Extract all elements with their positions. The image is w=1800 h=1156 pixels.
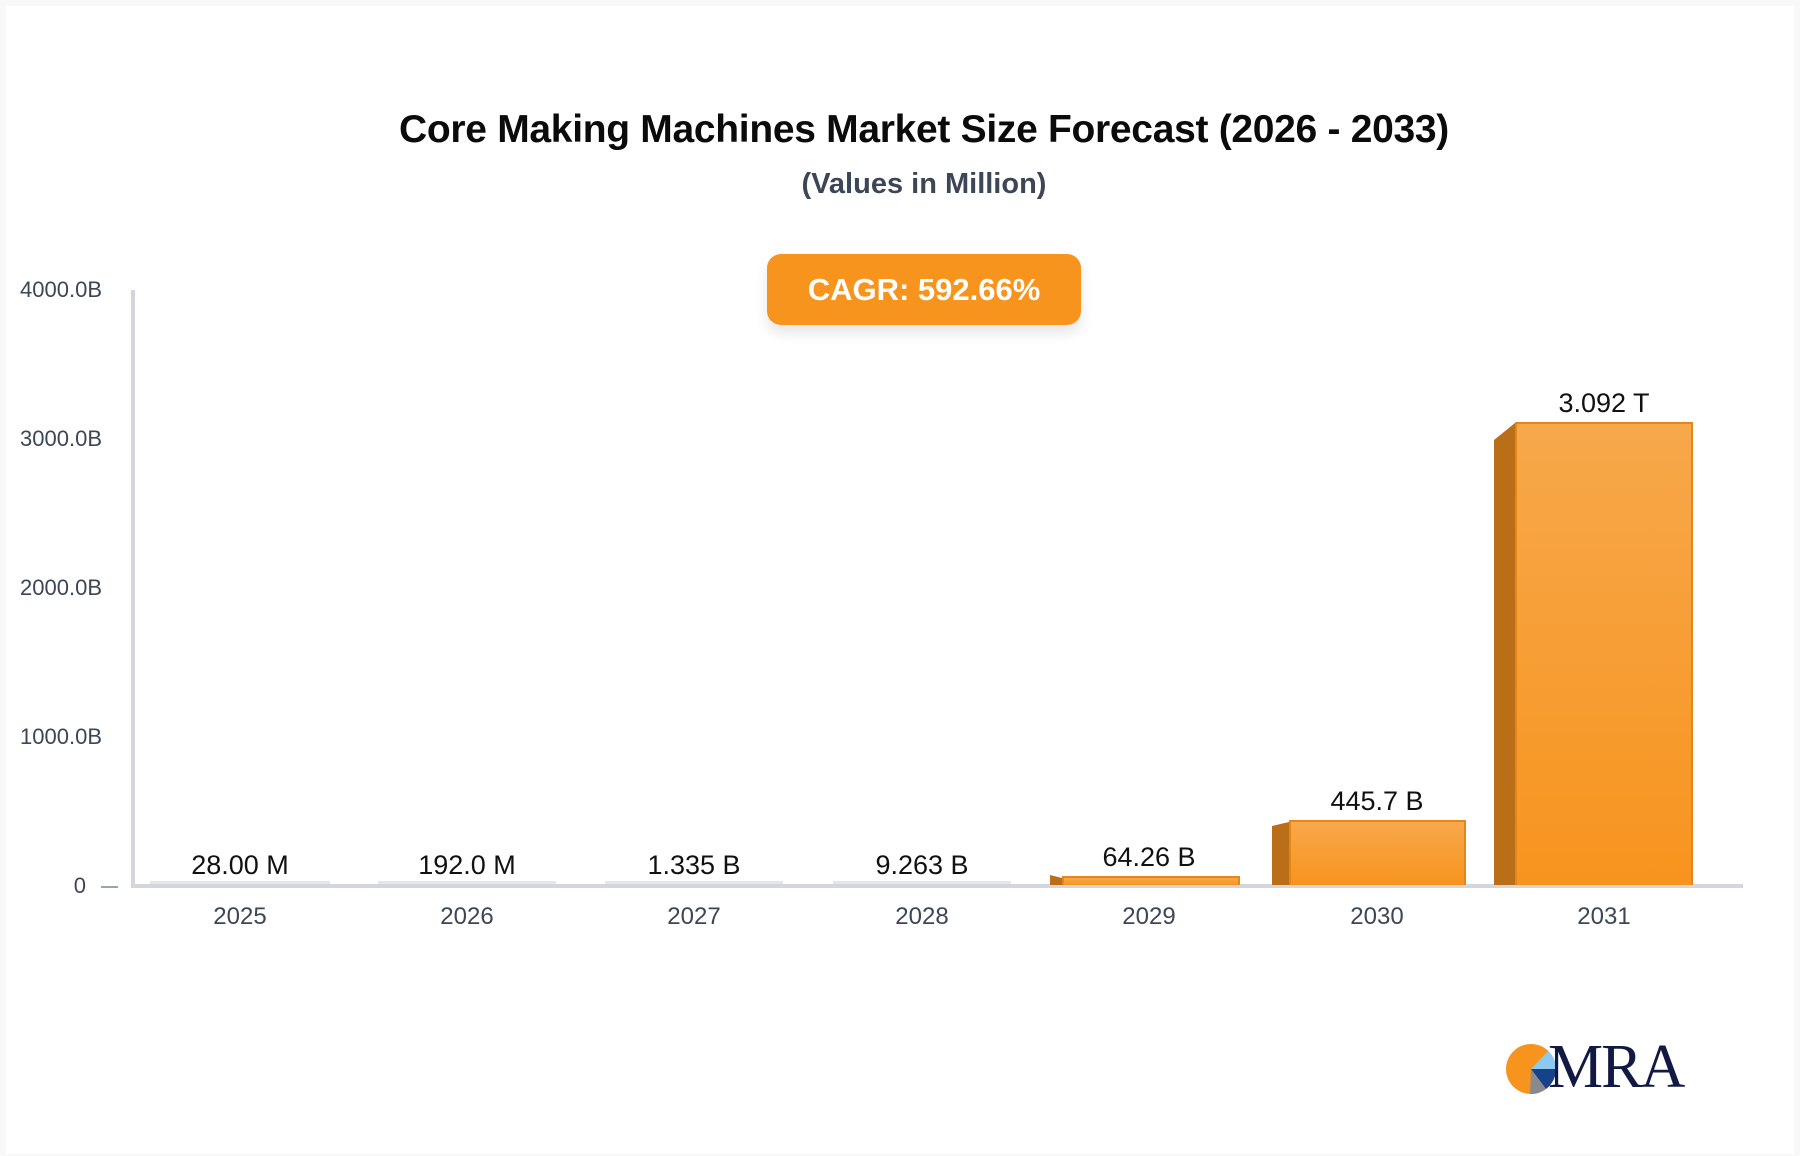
mra-pie-logo-icon (1506, 1044, 1556, 1095)
y-tick-mark (101, 886, 118, 888)
y-tick-label: 1000.0B (20, 724, 102, 749)
cagr-badge: CAGR: 592.66% (767, 254, 1081, 325)
x-tick-label: 2031 (1577, 903, 1631, 930)
y-tick-label: 4000.0B (20, 277, 102, 302)
bar-value-label: 3.092 T (1558, 388, 1650, 418)
bar-2025 (150, 881, 330, 884)
bar-value-label: 28.00 M (191, 850, 289, 880)
x-tick-label: 2030 (1350, 903, 1404, 930)
bar-value-label: 192.0 M (418, 850, 516, 880)
bar-2027 (605, 881, 783, 884)
x-tick-label: 2028 (895, 903, 949, 930)
bar-2030-side (1272, 822, 1289, 885)
chart-title: Core Making Machines Market Size Forecas… (399, 108, 1449, 151)
bar-2028 (833, 881, 1011, 884)
chart-subtitle: (Values in Million) (801, 168, 1047, 200)
bar-2030 (1289, 820, 1466, 885)
x-axis-line (133, 884, 1743, 888)
y-tick-label: 3000.0B (20, 426, 102, 451)
x-tick-label: 2029 (1122, 903, 1176, 930)
x-tick-label: 2025 (213, 903, 267, 930)
bar-2031-side (1494, 423, 1515, 885)
bar-2029-side (1050, 875, 1062, 885)
bar-2031 (1515, 422, 1693, 885)
bar-value-label: 1.335 B (647, 850, 741, 880)
cagr-label: CAGR: 592.66% (807, 271, 1041, 307)
x-tick-label: 2026 (440, 903, 494, 930)
bar-value-label: 64.26 B (1102, 842, 1196, 872)
mra-logo-text: MRA (1548, 1033, 1685, 1101)
x-tick-label: 2027 (667, 903, 721, 930)
y-tick-label: 2000.0B (20, 575, 102, 600)
bar-2029 (1062, 876, 1240, 885)
bar-value-label: 9.263 B (875, 850, 969, 880)
bar-2026 (378, 881, 556, 884)
bar-value-label: 445.7 B (1330, 786, 1424, 816)
y-axis-line (131, 290, 135, 888)
y-tick-label: 0 (73, 873, 86, 898)
